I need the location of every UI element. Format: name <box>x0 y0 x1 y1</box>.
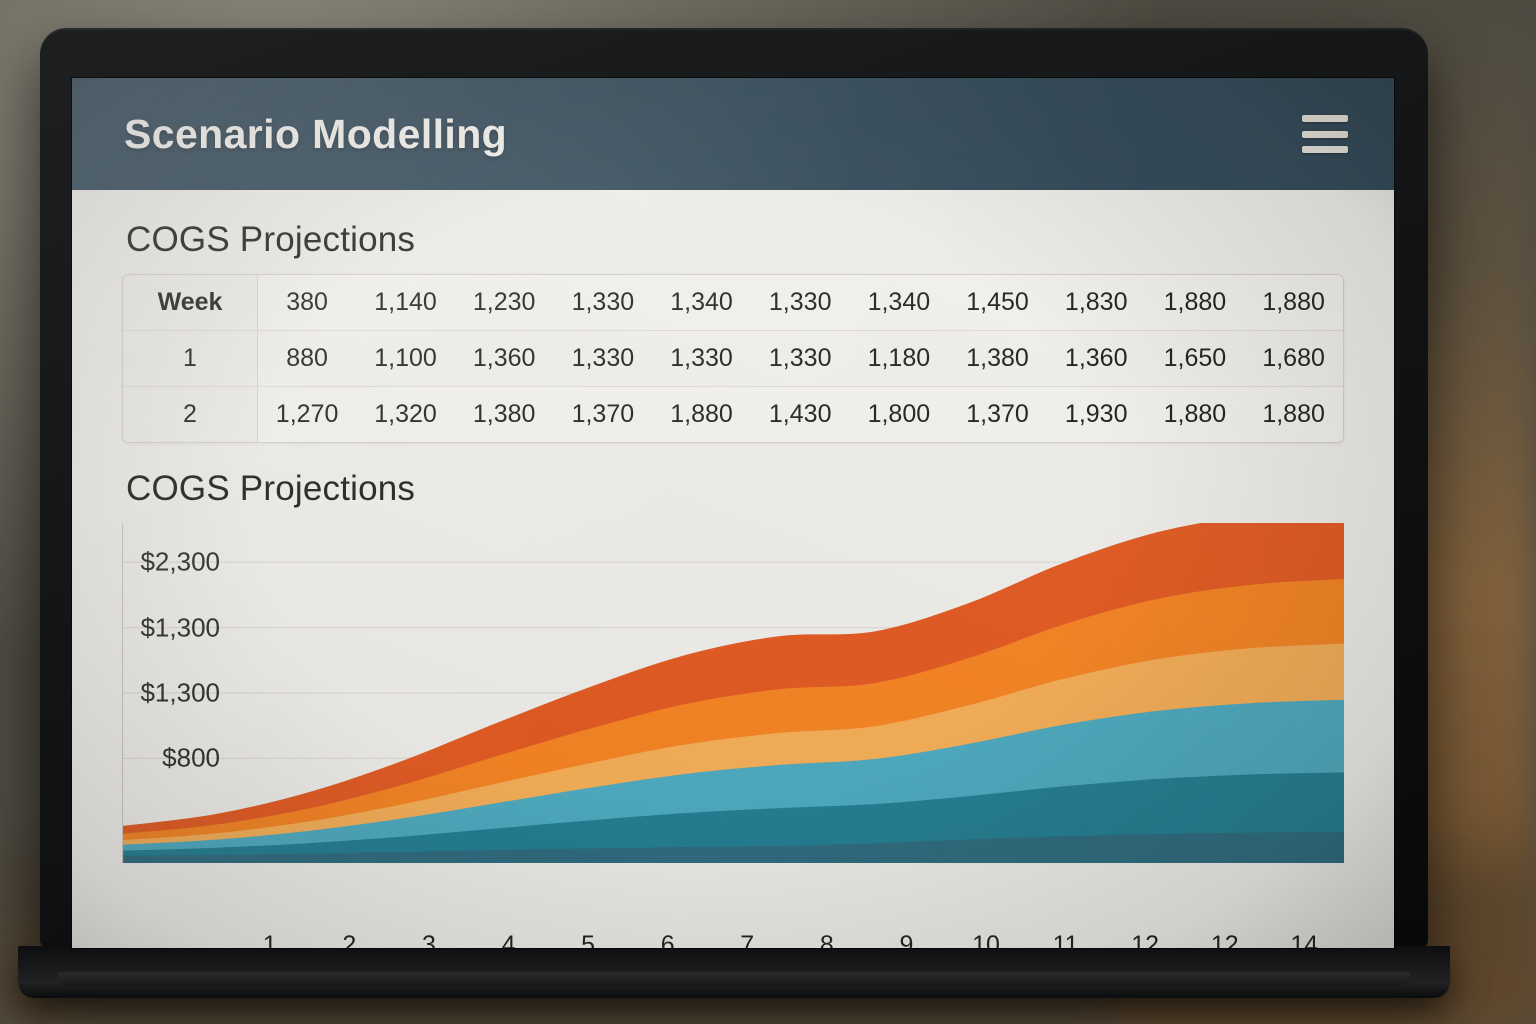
cogs-table: Week 380 1,140 1,230 1,330 1,340 1,330 1,340 1,4… <box>123 275 1343 442</box>
x-axis-tick-label: 8 <box>819 931 834 948</box>
x-axis-tick-label: 1 <box>262 931 277 948</box>
x-axis-tick-label: 14 <box>1290 931 1319 948</box>
chart-title: COGS Projections <box>126 469 416 508</box>
chart-block: COGS Projections $2,300 $1,300 $1,300 $800 … <box>122 469 1344 948</box>
table-cell: 1,320 <box>374 400 437 428</box>
table-cell: 1,270 <box>275 400 339 428</box>
x-axis-tick-label: 11 <box>1052 931 1079 948</box>
x-axis-tick-label: 12 <box>1210 931 1239 948</box>
x-axis-tick-label: 5 <box>581 931 596 948</box>
hamburger-bar-2 <box>1302 130 1348 138</box>
table-row-label: 1 <box>123 330 258 387</box>
table-header-label: Week <box>123 275 258 331</box>
x-axis-tick-label: 4 <box>501 931 516 948</box>
chart-area-band-series-1 <box>122 831 1344 863</box>
table-section-title: COGS Projections <box>126 220 416 259</box>
chart-area: $2,300 $1,300 $1,300 $800 <box>122 523 1344 923</box>
table-cell: 1,330 <box>750 330 850 387</box>
table-header-cell: 1,880 <box>1244 275 1343 331</box>
application-window: Scenario Modelling COGS Projections Week… <box>72 78 1394 948</box>
page-title: Scenario Modelling <box>124 110 508 157</box>
stacked-area-chart <box>122 523 1344 863</box>
x-axis-tick-label: 10 <box>972 931 1000 948</box>
x-axis-labels: 1 2 3 4 5 6 7 8 9 10 11 12 12 14 <box>230 931 1344 948</box>
table-cell: 1,380 <box>472 400 536 428</box>
y-axis-tick-label: $1,300 <box>140 677 220 708</box>
table-row-label: 2 <box>123 386 258 442</box>
y-axis-tick-label: $800 <box>162 742 220 773</box>
table-header-cell: 1,450 <box>948 275 1047 331</box>
x-axis-tick-label: 7 <box>740 931 755 948</box>
table-cell: 1,880 <box>1262 400 1325 428</box>
table-cell: 1,380 <box>948 330 1047 387</box>
table-body: 1 880 1,100 1,360 1,330 1,330 1,330 1,180 1,380 1… <box>123 330 1343 442</box>
table-cell: 1,360 <box>1046 330 1146 387</box>
table-row: 2 1,270 1,320 1,380 1,370 1,880 1,430 1,800 1,37… <box>123 386 1343 442</box>
table-cell: 1,800 <box>867 400 931 428</box>
x-axis-tick-label: 6 <box>660 931 675 948</box>
y-axis-tick-label: $2,300 <box>140 546 220 577</box>
table-cell: 1,880 <box>670 400 733 428</box>
table-cell: 1,680 <box>1244 330 1343 387</box>
table-cell: 1,180 <box>849 330 949 387</box>
x-axis-tick-label: 2 <box>342 931 357 948</box>
table-header-cell: 1,340 <box>652 275 751 331</box>
table-cell: 1,370 <box>966 400 1029 428</box>
laptop-base-lip <box>58 972 1410 986</box>
table-head: Week 380 1,140 1,230 1,330 1,340 1,330 1,340 1,4… <box>123 275 1343 331</box>
laptop: Scenario Modelling COGS Projections Week… <box>18 28 1450 998</box>
table-row: 1 880 1,100 1,360 1,330 1,330 1,330 1,180 1,380 1… <box>123 330 1343 387</box>
table-cell: 1,330 <box>553 330 653 387</box>
table-header-cell: 1,140 <box>356 275 455 331</box>
table-cell: 1,880 <box>1163 400 1227 428</box>
table-header-row: Week 380 1,140 1,230 1,330 1,340 1,330 1,340 1,4… <box>123 275 1343 331</box>
table-cell: 1,370 <box>571 400 635 428</box>
cogs-table-card: Week 380 1,140 1,230 1,330 1,340 1,330 1,340 1,4… <box>122 274 1344 443</box>
hamburger-bar-1 <box>1302 115 1348 122</box>
table-cell: 1,430 <box>768 400 832 428</box>
table-cell: 1,650 <box>1145 330 1245 387</box>
table-cell: 1,100 <box>356 330 455 387</box>
x-axis-tick-label: 9 <box>899 931 914 948</box>
app-header-bar: Scenario Modelling <box>72 78 1394 190</box>
table-header-cell: 1,830 <box>1046 275 1146 331</box>
table-cell: 880 <box>257 330 357 387</box>
x-axis-tick-label: 12 <box>1131 931 1160 948</box>
main-content: COGS Projections Week 380 1,140 1,230 1,330 1… <box>72 190 1394 948</box>
table-header-cell: 1,340 <box>849 275 949 331</box>
y-axis-tick-label: $1,300 <box>140 612 220 643</box>
x-axis-tick-label: 3 <box>421 931 436 948</box>
y-axis-labels: $2,300 $1,300 $1,300 $800 <box>122 523 220 863</box>
table-header-cell: 380 <box>257 275 357 331</box>
table-cell: 1,330 <box>652 330 751 387</box>
table-cell: 1,360 <box>454 330 554 387</box>
table-header-cell: 1,330 <box>553 275 653 331</box>
table-cell: 1,930 <box>1064 400 1128 428</box>
hamburger-bar-3 <box>1302 146 1348 153</box>
laptop-screen: Scenario Modelling COGS Projections Week… <box>72 78 1394 948</box>
hamburger-menu-icon[interactable] <box>1302 115 1348 153</box>
table-header-cell: 1,880 <box>1145 275 1245 331</box>
table-header-cell: 1,230 <box>454 275 554 331</box>
table-header-cell: 1,330 <box>750 275 850 331</box>
